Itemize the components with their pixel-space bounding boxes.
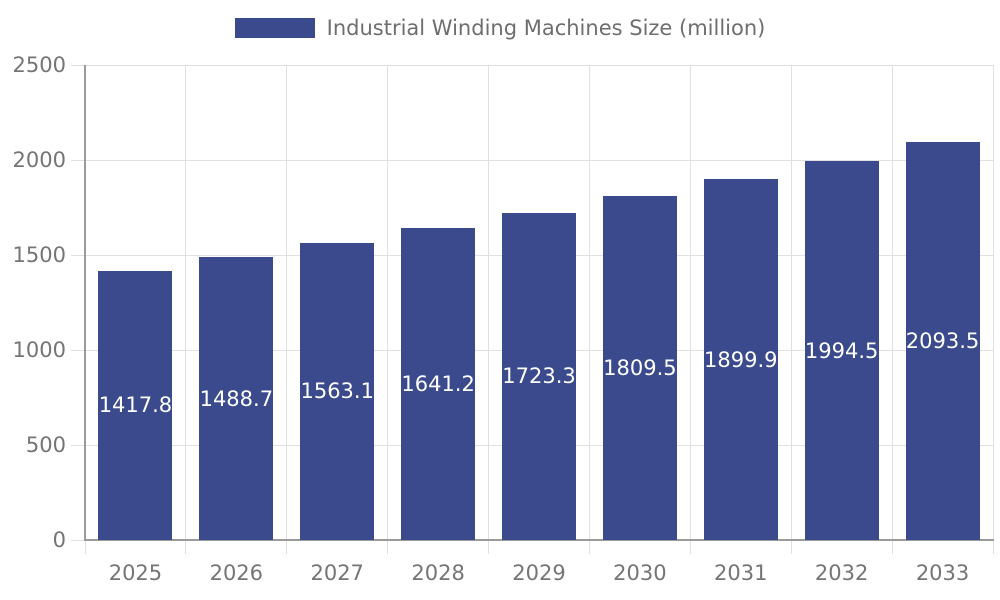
gridline-vertical (689, 65, 691, 540)
gridline-vertical (790, 65, 792, 540)
bar-2027[interactable]: 1563.1 (300, 243, 375, 540)
x-axis-label: 2026 (209, 561, 264, 585)
bar-value-label: 1899.9 (704, 347, 778, 372)
bar-value-label: 1994.5 (804, 338, 879, 363)
x-axis-label: 2027 (310, 561, 364, 585)
x-axis-label: 2031 (714, 561, 768, 585)
x-axis-label: 2032 (814, 561, 869, 585)
y-axis-tick (71, 159, 85, 161)
gridline-horizontal (85, 159, 993, 161)
x-axis-tick (286, 540, 288, 554)
y-axis-label: 2500 (12, 53, 66, 77)
gridline-vertical (488, 65, 490, 540)
bar-value-label: 1809.5 (603, 356, 677, 381)
x-axis-label: 2029 (512, 561, 566, 585)
gridline-vertical (992, 65, 994, 540)
bar-2028[interactable]: 1641.2 (401, 228, 476, 540)
x-axis-tick (387, 540, 389, 554)
y-axis-line (84, 65, 86, 541)
gridline-vertical (286, 65, 288, 540)
bar-value-label: 1563.1 (300, 379, 374, 404)
legend[interactable]: Industrial Winding Machines Size (millio… (0, 16, 1000, 40)
x-axis-tick (185, 540, 187, 554)
bar-2032[interactable]: 1994.5 (804, 161, 879, 540)
gridline-horizontal (85, 64, 993, 66)
y-axis-tick (71, 444, 85, 446)
bar-value-label: 2093.5 (905, 329, 980, 354)
x-axis-tick (992, 540, 994, 554)
x-axis-tick (488, 540, 490, 554)
bar-2025[interactable]: 1417.8 (98, 270, 173, 540)
y-axis-label: 1000 (12, 338, 66, 362)
x-axis-line (84, 539, 994, 541)
y-axis-tick (71, 254, 85, 256)
x-axis-tick (588, 540, 590, 554)
x-axis-tick (689, 540, 691, 554)
y-axis-label: 2000 (12, 148, 66, 172)
bar-2030[interactable]: 1809.5 (602, 196, 677, 540)
gridline-vertical (588, 65, 590, 540)
x-axis-tick (790, 540, 792, 554)
y-axis-tick (71, 539, 85, 541)
gridline-vertical (185, 65, 187, 540)
bar-value-label: 1723.3 (502, 364, 576, 389)
y-axis-label: 1500 (12, 243, 66, 267)
bar-value-label: 1641.2 (401, 372, 475, 397)
x-axis-tick (84, 540, 86, 554)
bar-2031[interactable]: 1899.9 (703, 179, 778, 540)
gridline-vertical (387, 65, 389, 540)
bar-value-label: 1417.8 (98, 393, 173, 418)
x-axis-label: 2028 (411, 561, 465, 585)
x-axis-tick (891, 540, 893, 554)
gridline-vertical (891, 65, 893, 540)
bar-2026[interactable]: 1488.7 (199, 257, 274, 540)
bar-2033[interactable]: 2093.5 (905, 142, 980, 540)
legend-swatch (234, 18, 315, 38)
x-axis-label: 2033 (915, 561, 970, 585)
y-axis-label: 500 (25, 433, 66, 457)
x-axis-label: 2030 (613, 561, 667, 585)
legend-label: Industrial Winding Machines Size (millio… (326, 16, 766, 40)
x-axis-label: 2025 (108, 561, 163, 585)
y-axis-tick (71, 349, 85, 351)
bar-value-label: 1488.7 (199, 386, 274, 411)
bar-2029[interactable]: 1723.3 (502, 212, 576, 540)
y-axis-tick (71, 64, 85, 66)
y-axis-label: 0 (52, 528, 66, 552)
